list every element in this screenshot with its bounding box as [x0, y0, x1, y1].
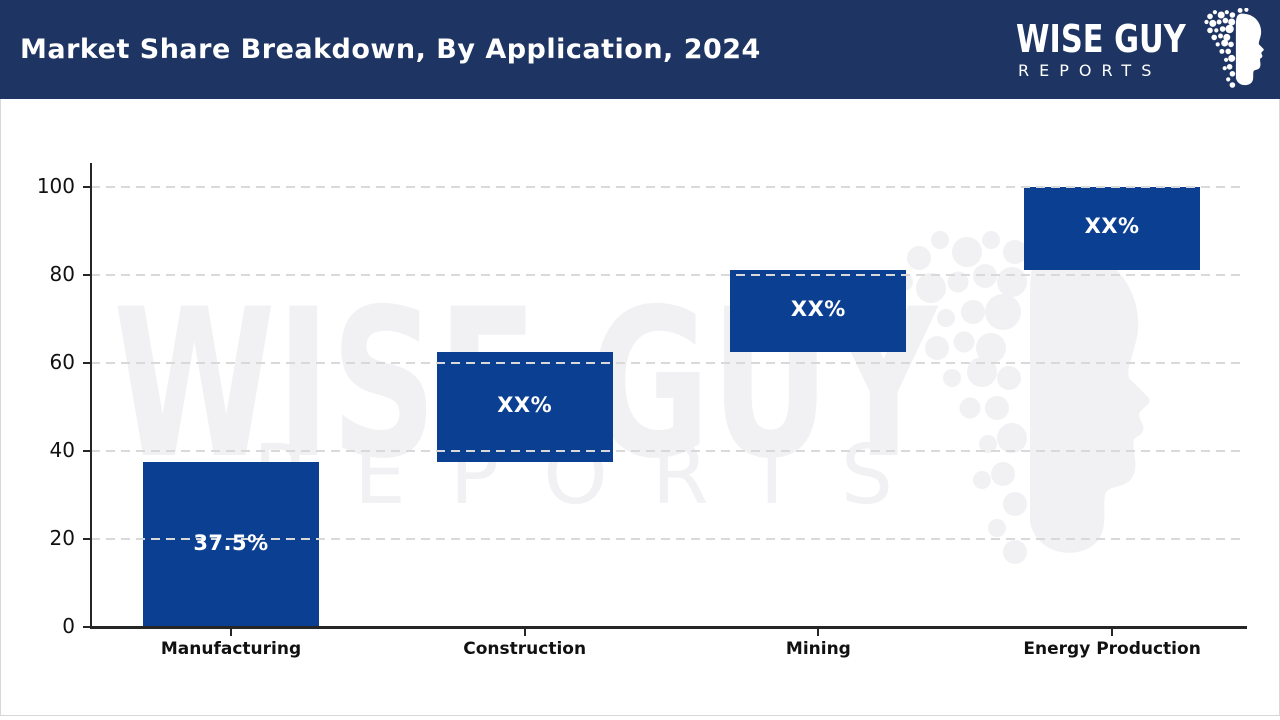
y-tick-label: 60: [49, 350, 75, 374]
chart-title: Market Share Breakdown, By Application, …: [20, 34, 761, 65]
category-label: Mining: [785, 639, 851, 659]
y-tick-mark: [83, 538, 90, 540]
chart-card: WISE GUY REPORTS 37.5% Manufacturing XX% Co…: [0, 99, 1280, 716]
bar-value-label: XX%: [790, 296, 846, 321]
x-tick-mark: [817, 628, 820, 636]
category-label: Manufacturing: [160, 639, 302, 659]
y-tick-label: 40: [49, 438, 75, 462]
x-axis-line: [90, 626, 1247, 629]
gridline: [91, 450, 1246, 452]
logo-text: WISE GUY REPORTS: [1016, 17, 1228, 80]
gridline: [91, 186, 1246, 188]
bar: [143, 462, 319, 627]
y-tick-label: 0: [62, 614, 75, 638]
gridline: [91, 538, 1246, 540]
y-tick-label: 100: [36, 174, 75, 198]
logo-subtitle: REPORTS: [1018, 60, 1162, 80]
bar: [1024, 187, 1201, 270]
bar-value-label: 37.5%: [193, 530, 269, 555]
y-tick-mark: [83, 450, 90, 452]
bar-value-label: XX%: [497, 393, 553, 417]
wiseguy-logo: WISE GUY REPORTS: [1016, 6, 1266, 94]
y-tick-mark: [83, 362, 90, 364]
x-tick-mark: [523, 628, 526, 636]
header-bar: Market Share Breakdown, By Application, …: [0, 0, 1280, 99]
y-axis-line: [90, 163, 92, 629]
category-label: Energy Production: [1023, 639, 1201, 659]
gridline: [91, 274, 1246, 276]
x-tick-mark: [1111, 628, 1114, 636]
bar: [730, 269, 907, 352]
y-tick-mark: [83, 186, 90, 188]
gridline: [91, 362, 1246, 364]
y-tick-label: 20: [49, 526, 75, 550]
logo-wordmark: WISE GUY: [1016, 17, 1186, 61]
bar-value-label: XX%: [1084, 214, 1140, 239]
bar: [436, 352, 613, 462]
y-tick-mark: [83, 274, 90, 276]
category-label: Construction: [463, 639, 587, 659]
y-tick-label: 80: [49, 262, 75, 286]
x-tick-mark: [230, 628, 232, 636]
y-tick-mark: [83, 626, 90, 628]
